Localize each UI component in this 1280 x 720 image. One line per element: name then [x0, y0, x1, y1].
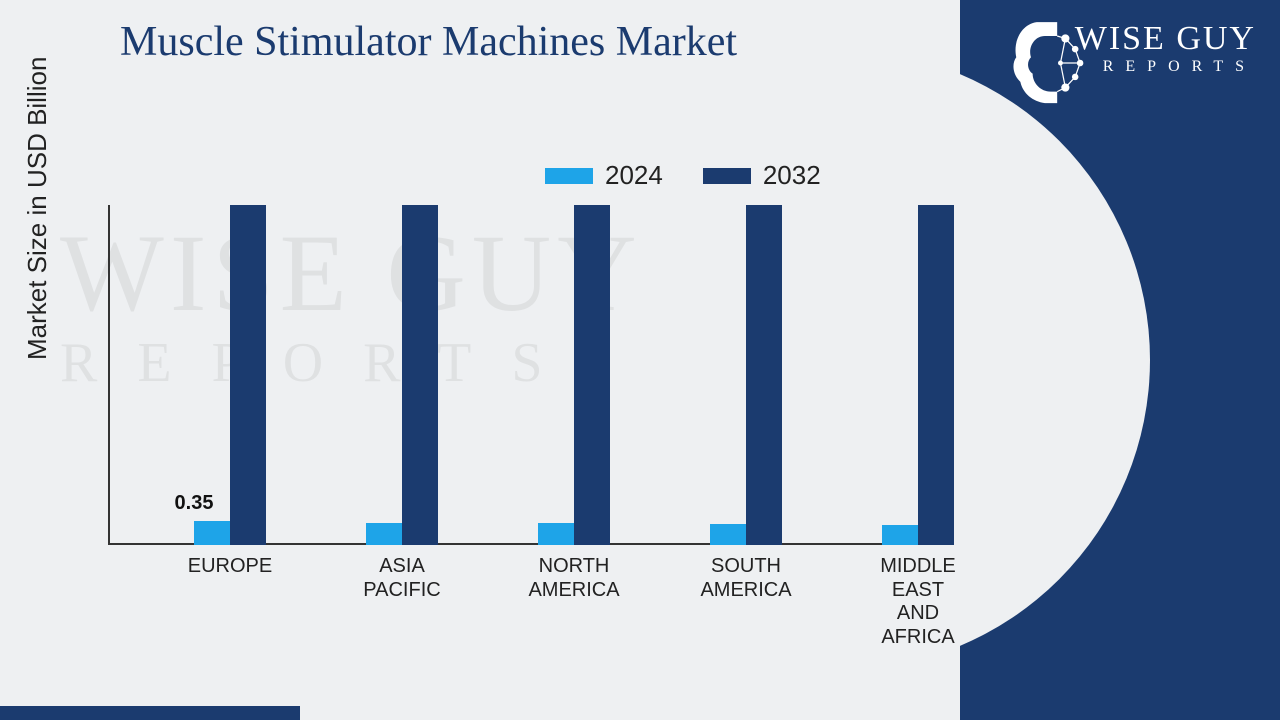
legend-label: 2032 — [763, 160, 821, 191]
x-axis-tick-label: ASIA PACIFIC — [332, 555, 472, 602]
bar — [882, 525, 918, 545]
brand-logo-text: WISE GUY REPORTS — [1075, 22, 1256, 76]
legend: 2024 2032 — [545, 160, 821, 191]
bar-group — [538, 205, 610, 545]
legend-item: 2032 — [703, 160, 821, 191]
chart-title: Muscle Stimulator Machines Market — [120, 18, 737, 66]
legend-item: 2024 — [545, 160, 663, 191]
brand-line2: REPORTS — [1075, 58, 1256, 76]
x-axis-tick-label: SOUTH AMERICA — [676, 555, 816, 602]
bar-group — [882, 205, 954, 545]
x-axis-tick-label: NORTH AMERICA — [504, 555, 644, 602]
bar — [194, 521, 230, 545]
legend-swatch — [703, 168, 751, 184]
chart-stage: WISE GUY REPORTS WISE GUY REPORTS Muscle… — [0, 0, 1280, 720]
bar — [710, 524, 746, 545]
brand-line1: WISE GUY — [1075, 22, 1256, 56]
x-axis-tick-label: EUROPE — [160, 555, 300, 579]
right-arc-cutout — [960, 50, 1150, 670]
bar-group — [710, 205, 782, 545]
y-axis-line — [108, 205, 110, 545]
y-axis-label: Market Size in USD Billion — [22, 57, 53, 360]
x-axis-tick-label: MIDDLE EAST AND AFRICA — [848, 555, 988, 649]
legend-label: 2024 — [605, 160, 663, 191]
bar — [230, 205, 266, 545]
legend-swatch — [545, 168, 593, 184]
plot-area: 0.35 — [108, 205, 940, 545]
right-accent-panel — [960, 0, 1280, 720]
bar-group — [366, 205, 438, 545]
bottom-accent-bar — [0, 706, 300, 720]
x-axis-labels: EUROPE ASIA PACIFIC NORTH AMERICA SOUTH AME… — [108, 555, 940, 705]
bar-value-label: 0.35 — [175, 492, 214, 515]
bar — [366, 523, 402, 545]
bar — [538, 523, 574, 545]
bar — [746, 205, 782, 545]
bar — [574, 205, 610, 545]
bar — [402, 205, 438, 545]
bar — [918, 205, 954, 545]
